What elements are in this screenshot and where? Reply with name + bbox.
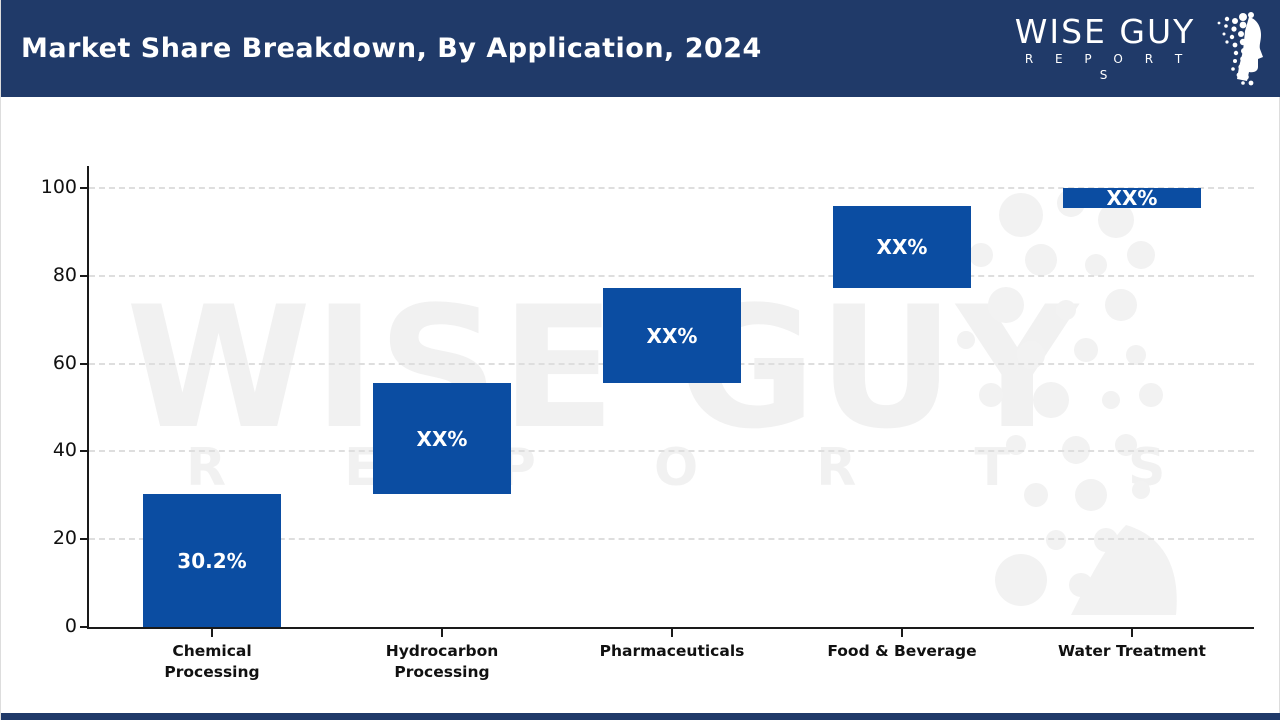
y-axis-tick-mark: [80, 450, 88, 453]
bar-value-label: 30.2%: [177, 548, 247, 573]
y-axis-tick-mark: [80, 538, 88, 541]
x-axis-tick-mark: [1131, 629, 1133, 637]
logo-subtitle: R E P O R T S: [1024, 52, 1192, 82]
x-axis-tick-mark: [671, 629, 673, 637]
x-axis-category-label-line: Water Treatment: [1058, 642, 1206, 660]
wise-guy-logo: WISE GUY R E P O R T S: [1013, 8, 1263, 90]
x-axis-category-label-line: Food & Beverage: [827, 642, 977, 660]
bar-water-treatment: XX%: [1063, 185, 1201, 210]
x-axis-tick-mark: [211, 629, 213, 637]
gridline-40: [89, 450, 1254, 453]
logo-wordmark: WISE GUY: [1014, 12, 1196, 51]
y-axis-tick-label: 40: [52, 439, 77, 462]
x-axis-tick-mark: [901, 629, 903, 637]
bar-value-label: XX%: [416, 426, 468, 451]
bar-food-beverage: XX%: [833, 205, 971, 289]
page-title: Market Share Breakdown, By Application, …: [21, 33, 762, 64]
gridline-100: [89, 187, 1254, 189]
y-axis-tick-mark: [80, 362, 88, 365]
x-axis-category-label-line: Processing: [394, 663, 490, 681]
x-axis-category-label: Hydrocarbon Processing: [327, 641, 557, 683]
y-axis-tick-label: 20: [52, 527, 77, 550]
market-share-chart: 0 20 40 60 80 100 30.2% Chemical Processing XX% Hy…: [1, 97, 1280, 713]
bar-pharmaceuticals: XX%: [603, 288, 741, 384]
x-axis-category-label-line: Pharmaceuticals: [599, 642, 745, 660]
bar-hydrocarbon-processing: XX%: [373, 383, 511, 495]
y-axis-tick-mark: [80, 626, 88, 628]
y-axis-tick-label: 80: [52, 263, 77, 286]
x-axis-category-label-line: Processing: [164, 663, 260, 681]
gridline-20: [89, 538, 1254, 541]
y-axis-tick-label: 0: [64, 615, 77, 637]
x-axis-line: [87, 627, 1254, 629]
logo-head-dots-icon: [1217, 12, 1263, 86]
footer-accent-bar: [1, 713, 1280, 720]
bar-value-label: XX%: [646, 323, 698, 348]
bar-value-label: XX%: [876, 235, 928, 260]
y-axis-line: [87, 166, 89, 629]
logo-text: WISE GUY R E P O R T S: [1013, 15, 1197, 83]
x-axis-category-label: Chemical Processing: [97, 641, 327, 683]
x-axis-category-label: Food & Beverage: [787, 641, 1017, 662]
y-axis-tick-label: 100: [40, 176, 77, 198]
watermark-subtitle: R E P O R T S: [186, 438, 1216, 498]
x-axis-category-label: Water Treatment: [1017, 641, 1247, 662]
y-axis-tick-mark: [80, 187, 88, 189]
y-axis-tick-mark: [80, 274, 88, 277]
bar-chemical-processing: 30.2%: [143, 494, 281, 627]
y-axis-tick-label: 60: [52, 351, 77, 374]
header-banner: Market Share Breakdown, By Application, …: [1, 0, 1280, 97]
gridline-80: [89, 274, 1254, 277]
x-axis-category-label-line: Chemical: [172, 642, 252, 660]
x-axis-category-label-line: Hydrocarbon: [385, 642, 499, 660]
x-axis-tick-mark: [441, 629, 443, 637]
x-axis-category-label: Pharmaceuticals: [557, 641, 787, 662]
bar-value-label: XX%: [1106, 185, 1158, 210]
